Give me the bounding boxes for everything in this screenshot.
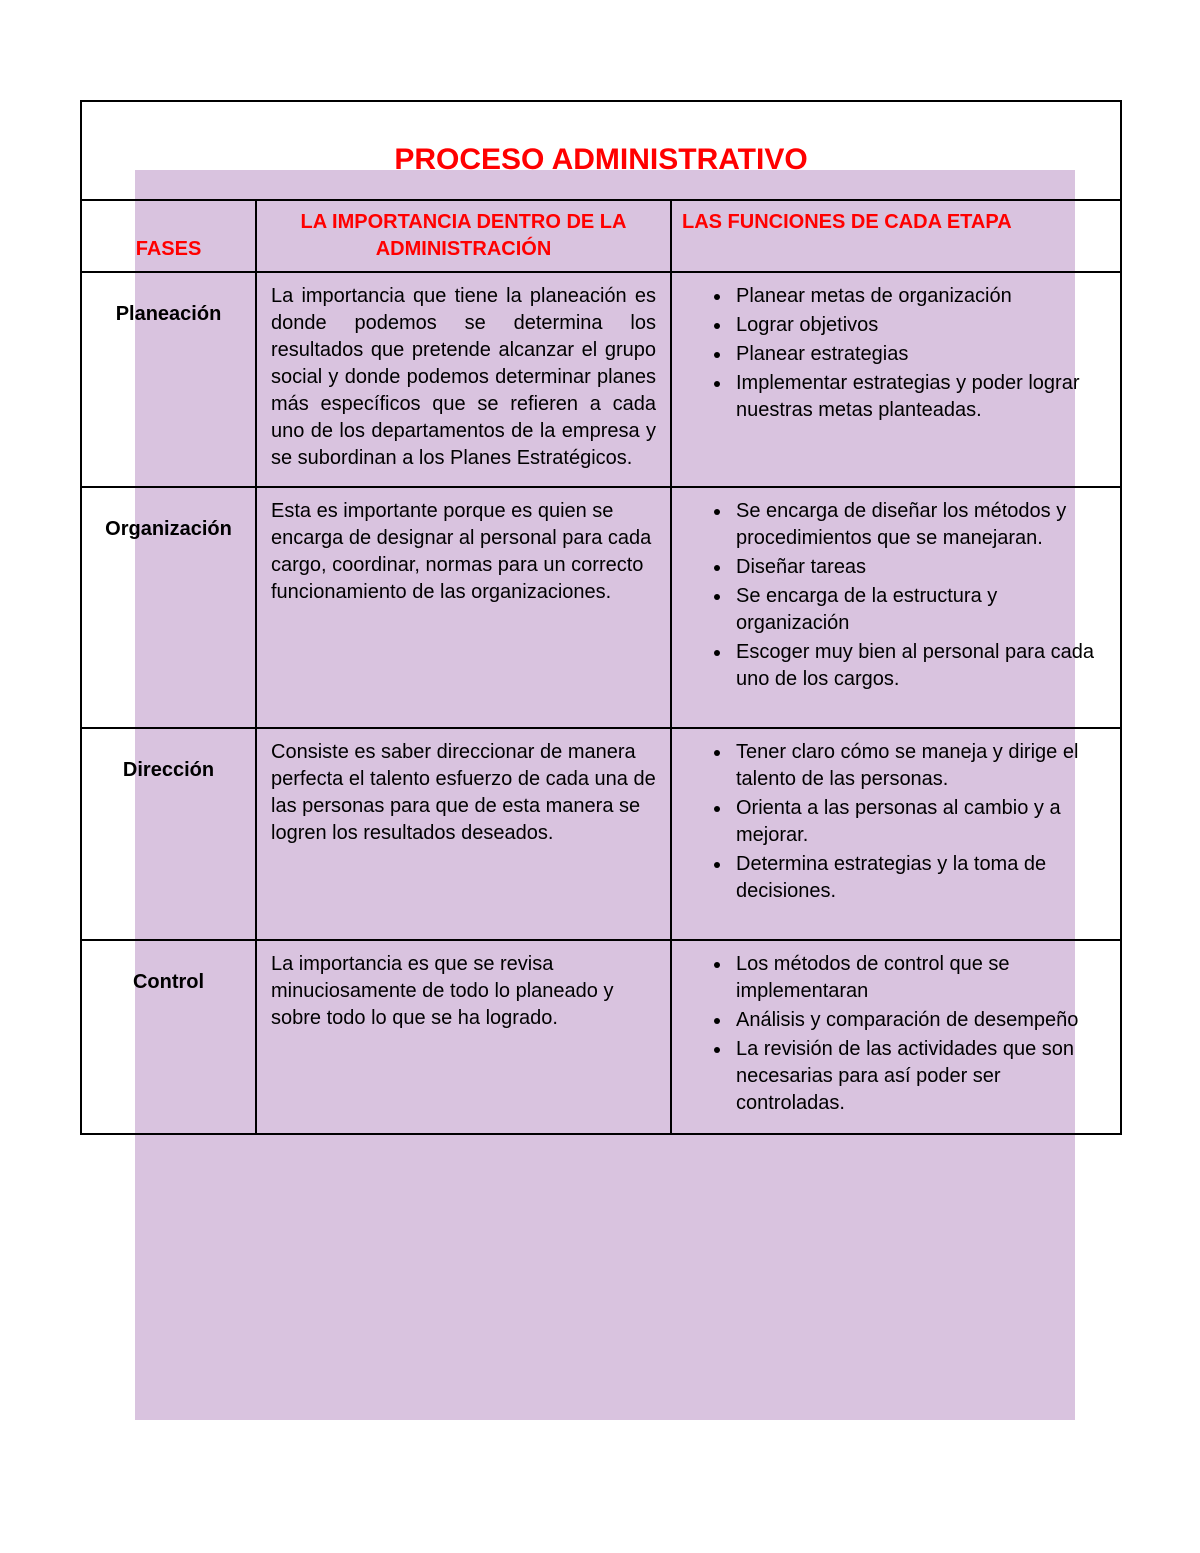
fase-funciones: Se encarga de diseñar los métodos y proc… <box>671 487 1121 728</box>
fase-importancia: La importancia es que se revisa minucios… <box>256 940 671 1134</box>
header-importancia: LA IMPORTANCIA DENTRO DE LA ADMINISTRACI… <box>256 200 671 272</box>
document-page: PROCESO ADMINISTRATIVO FASES LA IMPORTAN… <box>0 0 1200 1255</box>
fase-name: Dirección <box>81 728 256 940</box>
table-container: PROCESO ADMINISTRATIVO FASES LA IMPORTAN… <box>80 100 1120 1135</box>
list-item: Se encarga de diseñar los métodos y proc… <box>732 498 1106 552</box>
header-fases: FASES <box>81 200 256 272</box>
table-row: Dirección Consiste es saber direccionar … <box>81 728 1121 940</box>
funciones-list: Los métodos de control que se implementa… <box>686 951 1106 1117</box>
table-row: Control La importancia es que se revisa … <box>81 940 1121 1134</box>
table-row: Organización Esta es importante porque e… <box>81 487 1121 728</box>
fase-name: Planeación <box>81 272 256 487</box>
list-item: Se encarga de la estructura y organizaci… <box>732 583 1106 637</box>
list-item: Planear estrategias <box>732 341 1106 368</box>
table-row: Planeación La importancia que tiene la p… <box>81 272 1121 487</box>
fase-funciones: Tener claro cómo se maneja y dirige el t… <box>671 728 1121 940</box>
fase-importancia: La importancia que tiene la planeación e… <box>256 272 671 487</box>
funciones-list: Tener claro cómo se maneja y dirige el t… <box>686 739 1106 905</box>
list-item: Los métodos de control que se implementa… <box>732 951 1106 1005</box>
funciones-list: Se encarga de diseñar los métodos y proc… <box>686 498 1106 693</box>
list-item: Escoger muy bien al personal para cada u… <box>732 639 1106 693</box>
fase-importancia: Esta es importante porque es quien se en… <box>256 487 671 728</box>
list-item: Determina estrategias y la toma de decis… <box>732 851 1106 905</box>
fase-funciones: Planear metas de organización Lograr obj… <box>671 272 1121 487</box>
fase-name: Control <box>81 940 256 1134</box>
list-item: Análisis y comparación de desempeño <box>732 1007 1106 1034</box>
fase-funciones: Los métodos de control que se implementa… <box>671 940 1121 1134</box>
list-item: Planear metas de organización <box>732 283 1106 310</box>
proceso-table: PROCESO ADMINISTRATIVO FASES LA IMPORTAN… <box>80 100 1122 1135</box>
title-row: PROCESO ADMINISTRATIVO <box>81 101 1121 200</box>
fase-name: Organización <box>81 487 256 728</box>
list-item: Implementar estrategias y poder lograr n… <box>732 370 1106 424</box>
fase-importancia: Consiste es saber direccionar de manera … <box>256 728 671 940</box>
list-item: Diseñar tareas <box>732 554 1106 581</box>
list-item: Tener claro cómo se maneja y dirige el t… <box>732 739 1106 793</box>
table-title: PROCESO ADMINISTRATIVO <box>81 101 1121 200</box>
header-row: FASES LA IMPORTANCIA DENTRO DE LA ADMINI… <box>81 200 1121 272</box>
header-funciones: LAS FUNCIONES DE CADA ETAPA <box>671 200 1121 272</box>
list-item: La revisión de las actividades que son n… <box>732 1036 1106 1117</box>
funciones-list: Planear metas de organización Lograr obj… <box>686 283 1106 424</box>
list-item: Orienta a las personas al cambio y a mej… <box>732 795 1106 849</box>
list-item: Lograr objetivos <box>732 312 1106 339</box>
